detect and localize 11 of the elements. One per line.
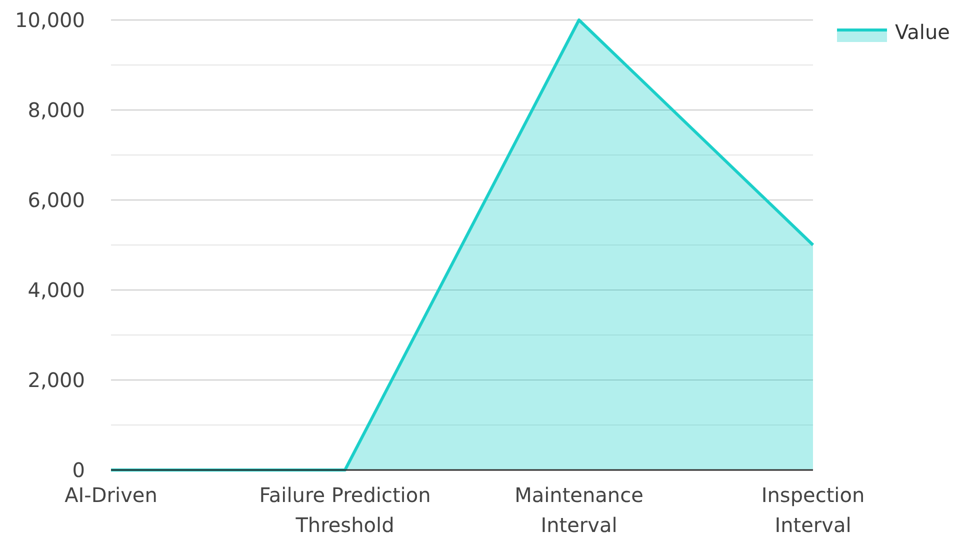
y-tick-label: 2,000 [28, 368, 85, 392]
x-tick-label: Maintenance Interval [514, 483, 644, 537]
y-tick-label: 10,000 [15, 8, 85, 32]
y-tick-label: 8,000 [28, 98, 85, 122]
y-tick-label: 4,000 [28, 278, 85, 302]
legend-label: Value [895, 20, 950, 44]
y-tick-label: 6,000 [28, 188, 85, 212]
x-tick-label: AI-Driven [64, 483, 158, 507]
x-tick-label: Inspection Interval [761, 483, 865, 537]
y-tick-label: 0 [72, 458, 85, 482]
x-tick-label: Failure Prediction Threshold [259, 483, 431, 537]
